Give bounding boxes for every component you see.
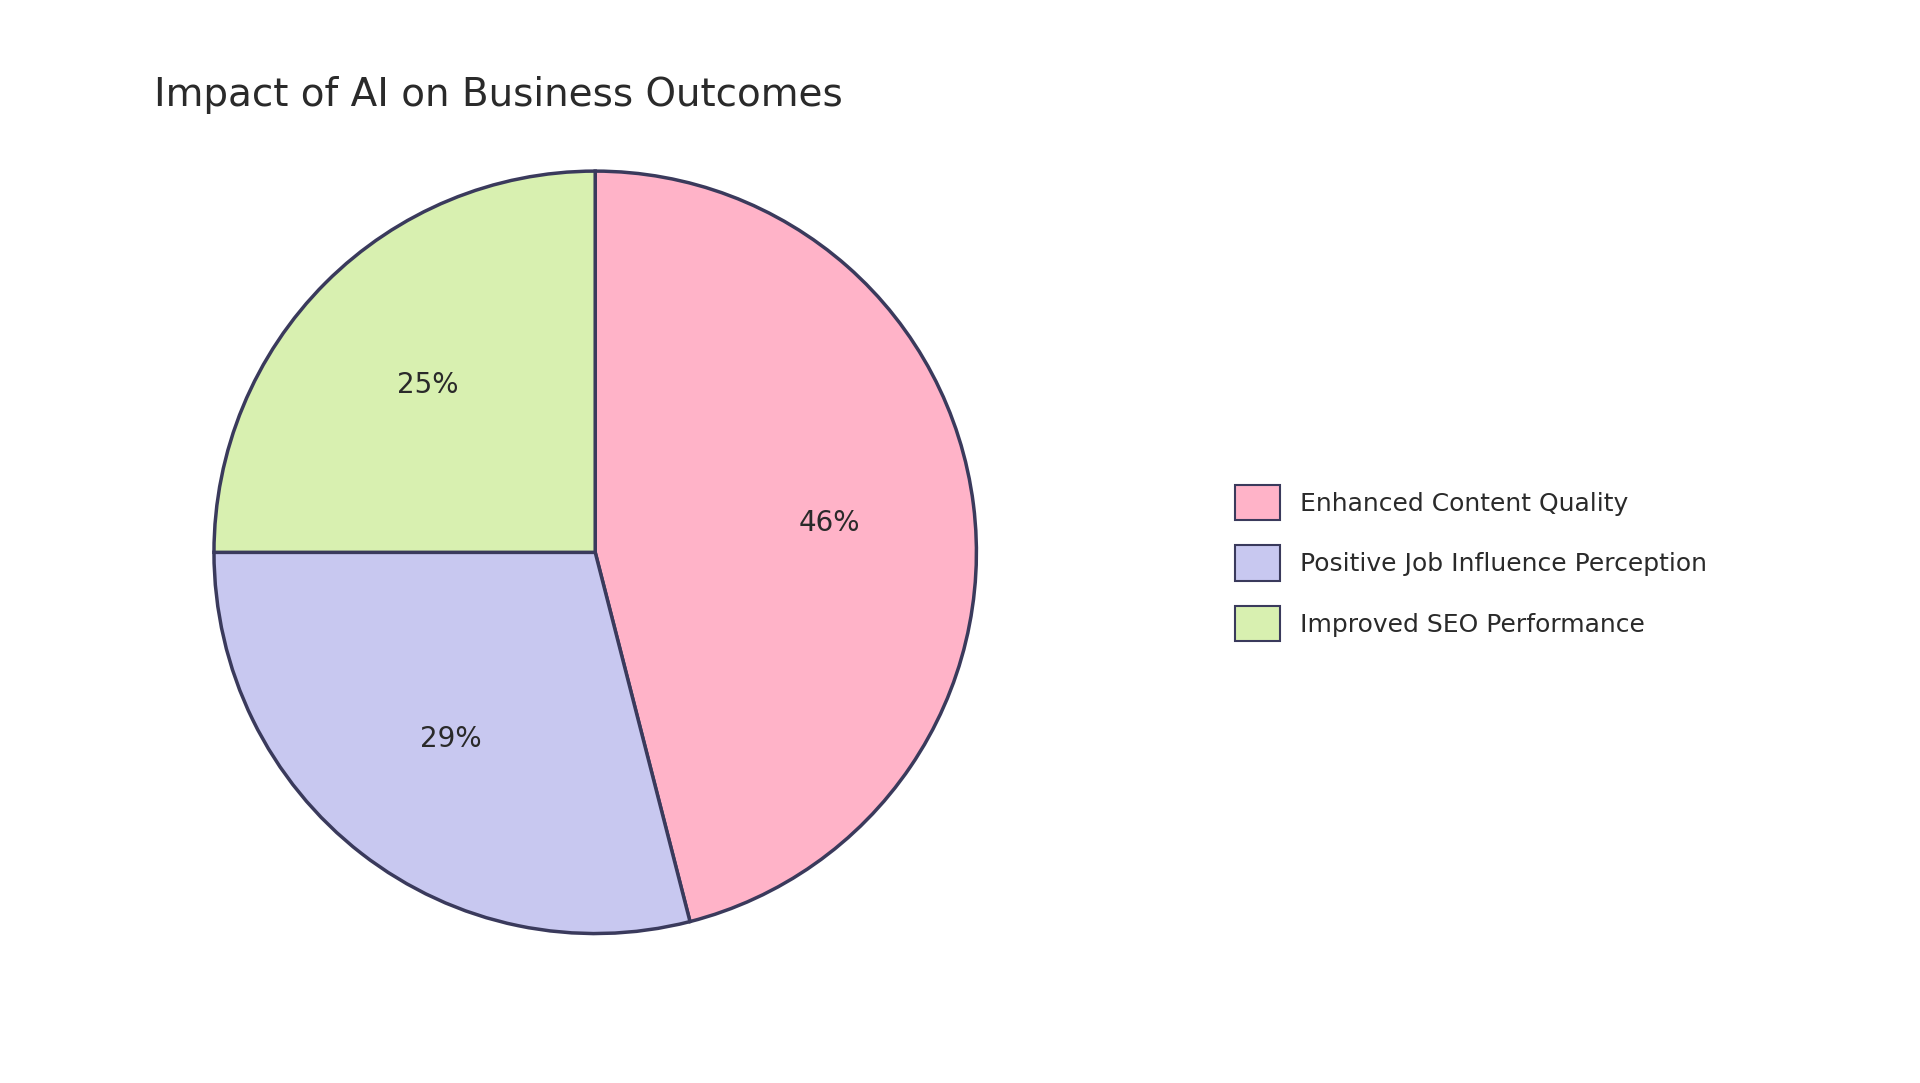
Wedge shape [213, 171, 595, 552]
Legend: Enhanced Content Quality, Positive Job Influence Perception, Improved SEO Perfor: Enhanced Content Quality, Positive Job I… [1223, 472, 1718, 654]
Wedge shape [213, 552, 689, 934]
Text: 29%: 29% [420, 726, 482, 753]
Wedge shape [595, 171, 977, 922]
Text: 46%: 46% [799, 509, 860, 537]
Text: Impact of AI on Business Outcomes: Impact of AI on Business Outcomes [154, 76, 843, 114]
Text: 25%: 25% [397, 371, 459, 400]
